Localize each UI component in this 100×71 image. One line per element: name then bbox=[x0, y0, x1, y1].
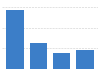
Bar bbox=[30, 43, 47, 69]
Bar bbox=[53, 53, 70, 69]
Bar bbox=[76, 50, 94, 69]
Bar bbox=[6, 10, 24, 69]
